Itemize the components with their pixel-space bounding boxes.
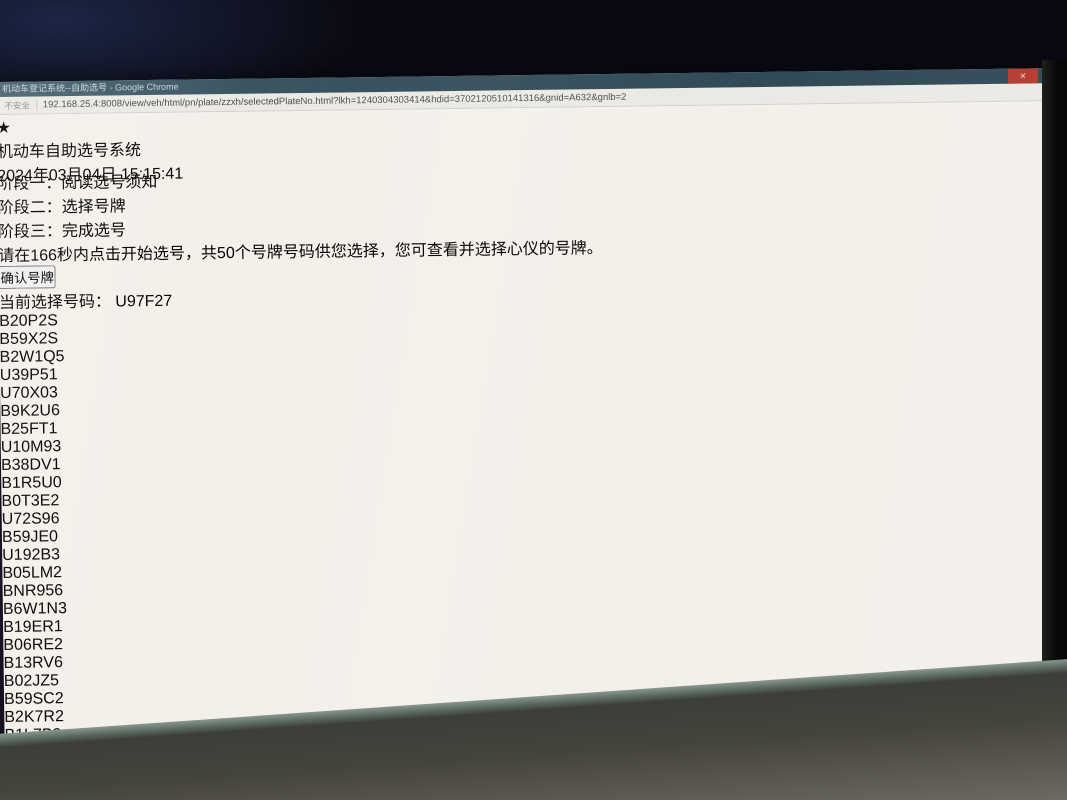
current-selection-value: U97F27 [115, 292, 173, 311]
current-selection-label: 当前选择号码： [0, 293, 112, 312]
countdown-value: 166 [30, 247, 58, 265]
not-secure-badge: 不安全 [4, 100, 30, 111]
header-date: 2024年03月04日 [0, 166, 117, 185]
close-icon[interactable]: ✕ [1007, 68, 1039, 84]
divider [35, 99, 37, 110]
monitor-bezel-right [1042, 60, 1067, 680]
window-title: 机动车登记系统--自助选号 - Google Chrome [2, 81, 179, 94]
monitor-screen: 机动车登记系统--自助选号 - Google Chrome ✕ 不安全 192.… [0, 68, 1061, 800]
header-time: 15:15:41 [120, 165, 184, 184]
confirm-plate-button[interactable]: 确认号牌 [0, 265, 57, 289]
